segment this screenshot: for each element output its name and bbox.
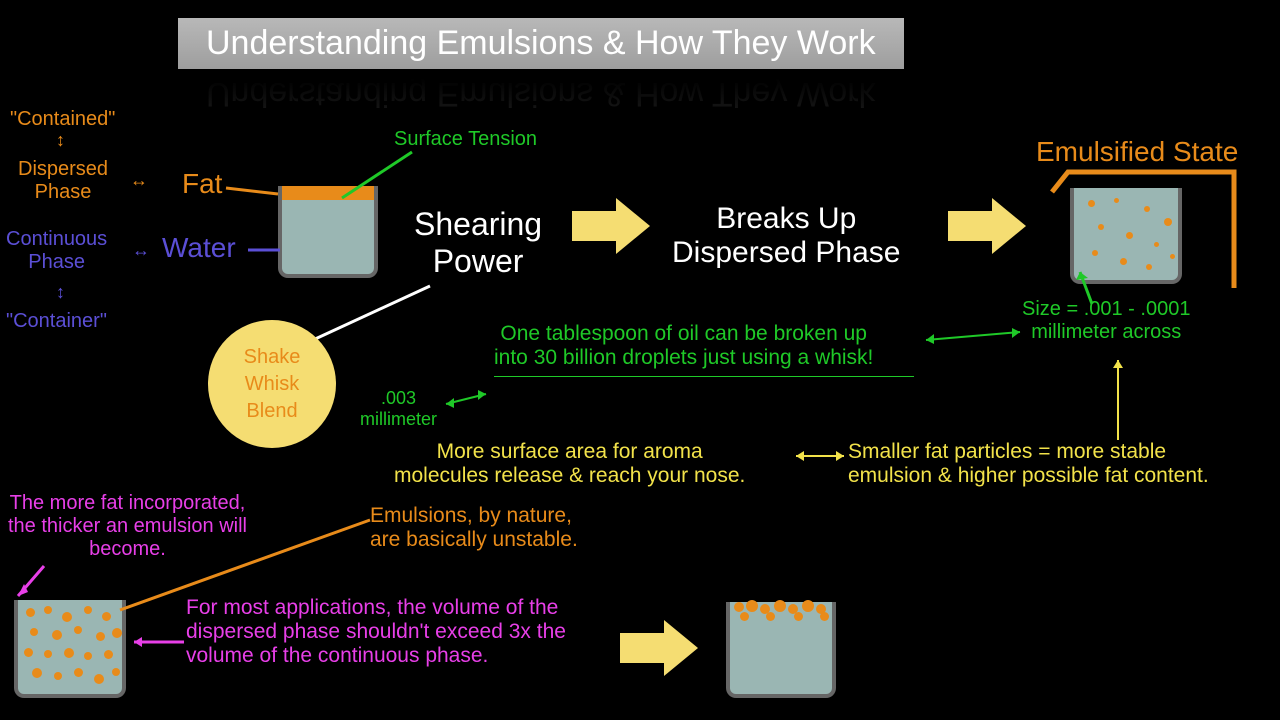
label-dispersed-phase: Dispersed Phase [18, 158, 108, 204]
fat-layer [282, 186, 374, 200]
leftright-arrow-icon: ↔ [130, 170, 148, 191]
leftright-arrow-icon: ↔ [132, 240, 150, 261]
label-tablespoon-fact: One tablespoon of oil can be broken up i… [494, 322, 873, 370]
label-fat: Fat [182, 168, 222, 200]
label-water: Water [162, 232, 236, 264]
label-breaks-up: Breaks Up Dispersed Phase [672, 202, 900, 270]
double-arrow-icon [442, 390, 492, 410]
label-surface-tension: Surface Tension [394, 128, 537, 151]
label-container: "Container" [6, 310, 107, 333]
label-point003: .003 millimeter [360, 388, 437, 430]
label-unstable: Emulsions, by nature, are basically unst… [370, 504, 578, 552]
arrow-icon [128, 634, 188, 650]
underline [494, 376, 914, 377]
updown-arrow-icon: ↕ [56, 282, 65, 303]
page-title-reflection: Understanding Emulsions & How They Work [178, 68, 904, 119]
label-emulsified-state: Emulsified State [1036, 136, 1238, 168]
label-smaller-particles: Smaller fat particles = more stable emul… [848, 440, 1209, 488]
arrow-icon [1110, 354, 1126, 444]
glass-initial [278, 186, 378, 278]
circle-line: Blend [246, 398, 297, 425]
page-title: Understanding Emulsions & How They Work [178, 18, 904, 69]
circle-line: Whisk [245, 371, 299, 398]
label-aroma: More surface area for aroma molecules re… [394, 440, 745, 488]
label-contained: "Contained" [10, 108, 115, 131]
connector-line [226, 180, 286, 200]
label-ratio: For most applications, the volume of the… [186, 596, 566, 668]
label-thicker: The more fat incorporated, the thicker a… [8, 492, 247, 561]
double-arrow-icon [790, 448, 850, 464]
glass-emulsified [1070, 188, 1182, 284]
glass-separating [726, 602, 836, 698]
updown-arrow-icon: ↕ [56, 130, 65, 151]
circle-line: Shake [244, 344, 301, 371]
shear-methods-circle: Shake Whisk Blend [208, 320, 336, 448]
double-arrow-icon [920, 330, 1030, 350]
label-size-note: Size = .001 - .0001 millimeter across [1022, 298, 1190, 344]
glass-dense-emulsion [14, 600, 126, 698]
label-shearing-power: Shearing Power [414, 206, 542, 280]
label-continuous-phase: Continuous Phase [6, 228, 107, 274]
